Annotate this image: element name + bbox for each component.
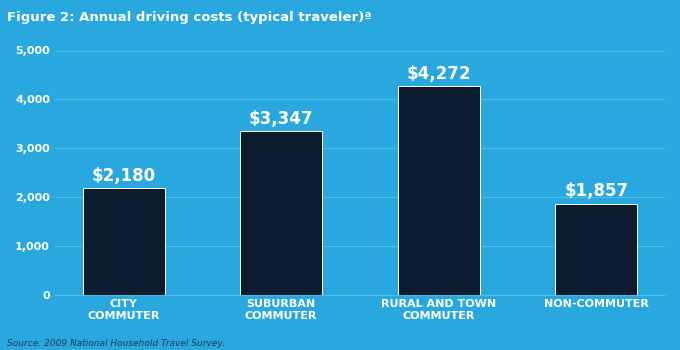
Text: $3,347: $3,347 (249, 110, 313, 128)
Text: $2,180: $2,180 (92, 167, 156, 185)
Bar (240, 131, 322, 295)
Bar (426, 265, 452, 295)
Bar (398, 263, 423, 295)
Bar (114, 236, 126, 295)
Bar (602, 265, 628, 295)
Bar (92, 243, 100, 295)
Text: $1,857: $1,857 (564, 182, 628, 201)
Bar (307, 243, 322, 295)
Text: $4,272: $4,272 (407, 65, 471, 83)
Bar (556, 204, 637, 295)
Bar (258, 221, 270, 295)
Bar (398, 86, 479, 295)
Bar (146, 236, 155, 295)
Bar (101, 253, 112, 295)
Bar (82, 188, 165, 295)
Bar (240, 241, 256, 295)
Text: Source: 2009 National Household Travel Survey.: Source: 2009 National Household Travel S… (7, 339, 224, 348)
Bar (454, 260, 479, 295)
Bar (290, 229, 305, 295)
Bar (272, 248, 289, 295)
Bar (129, 207, 144, 295)
Text: Figure 2: Annual driving costs (typical traveler)ª: Figure 2: Annual driving costs (typical … (7, 11, 371, 24)
Bar (82, 258, 92, 295)
Bar (565, 263, 590, 295)
Bar (156, 248, 165, 295)
